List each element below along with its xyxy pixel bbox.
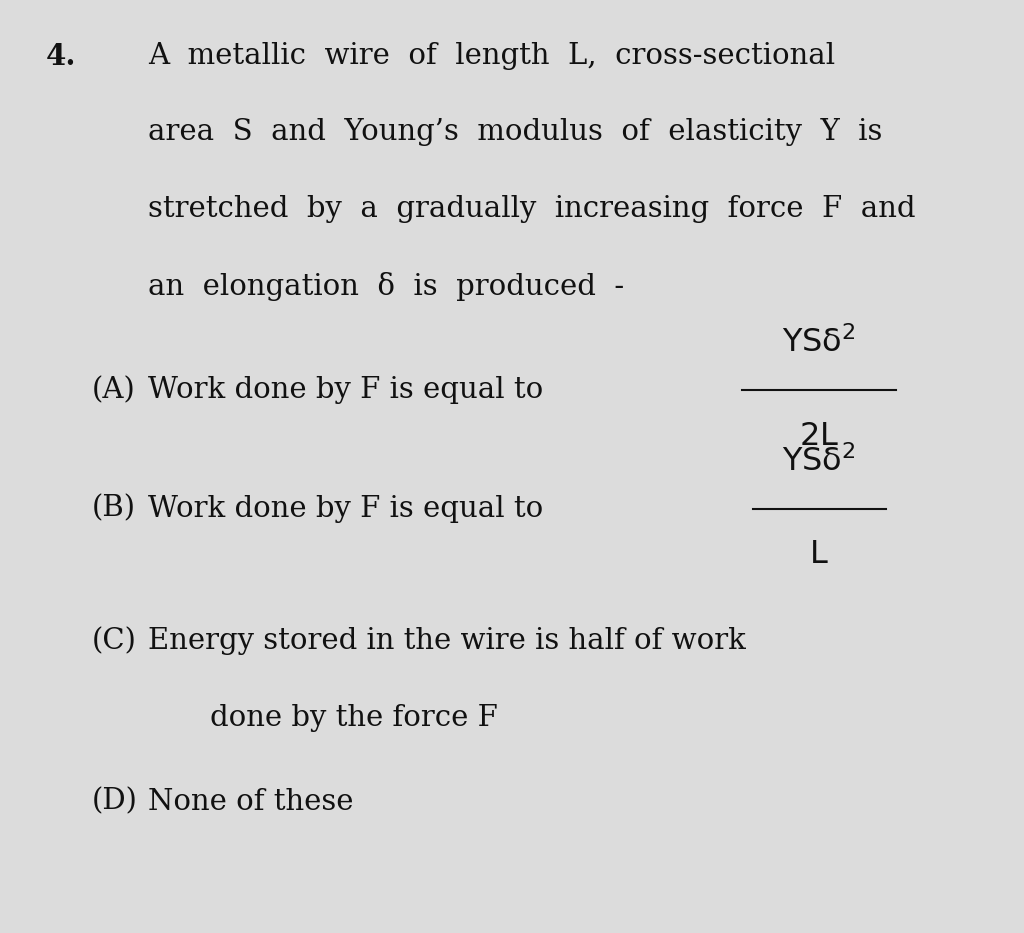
Text: Work done by F is equal to: Work done by F is equal to	[148, 494, 544, 522]
Text: Energy stored in the wire is half of work: Energy stored in the wire is half of wor…	[148, 627, 746, 655]
Text: (D): (D)	[92, 787, 138, 815]
Text: $\mathregular{YS\delta^2}$: $\mathregular{YS\delta^2}$	[782, 327, 856, 359]
Text: $\mathregular{2L}$: $\mathregular{2L}$	[799, 421, 840, 452]
Text: $\mathregular{L}$: $\mathregular{L}$	[809, 539, 829, 570]
Text: (B): (B)	[92, 494, 136, 522]
Text: stretched  by  a  gradually  increasing  force  F  and: stretched by a gradually increasing forc…	[148, 195, 916, 223]
Text: (C): (C)	[92, 627, 137, 655]
Text: $\mathregular{YS\delta^2}$: $\mathregular{YS\delta^2}$	[782, 445, 856, 478]
Text: done by the force F: done by the force F	[210, 703, 498, 731]
Text: an  elongation  δ  is  produced  -: an elongation δ is produced -	[148, 272, 625, 300]
Text: 4.: 4.	[46, 42, 77, 71]
Text: A  metallic  wire  of  length  L,  cross-sectional: A metallic wire of length L, cross-secti…	[148, 42, 836, 70]
Text: (A): (A)	[92, 376, 136, 404]
Text: area  S  and  Young’s  modulus  of  elasticity  Y  is: area S and Young’s modulus of elasticity…	[148, 118, 883, 146]
Text: None of these: None of these	[148, 787, 354, 815]
Text: Work done by F is equal to: Work done by F is equal to	[148, 376, 544, 404]
